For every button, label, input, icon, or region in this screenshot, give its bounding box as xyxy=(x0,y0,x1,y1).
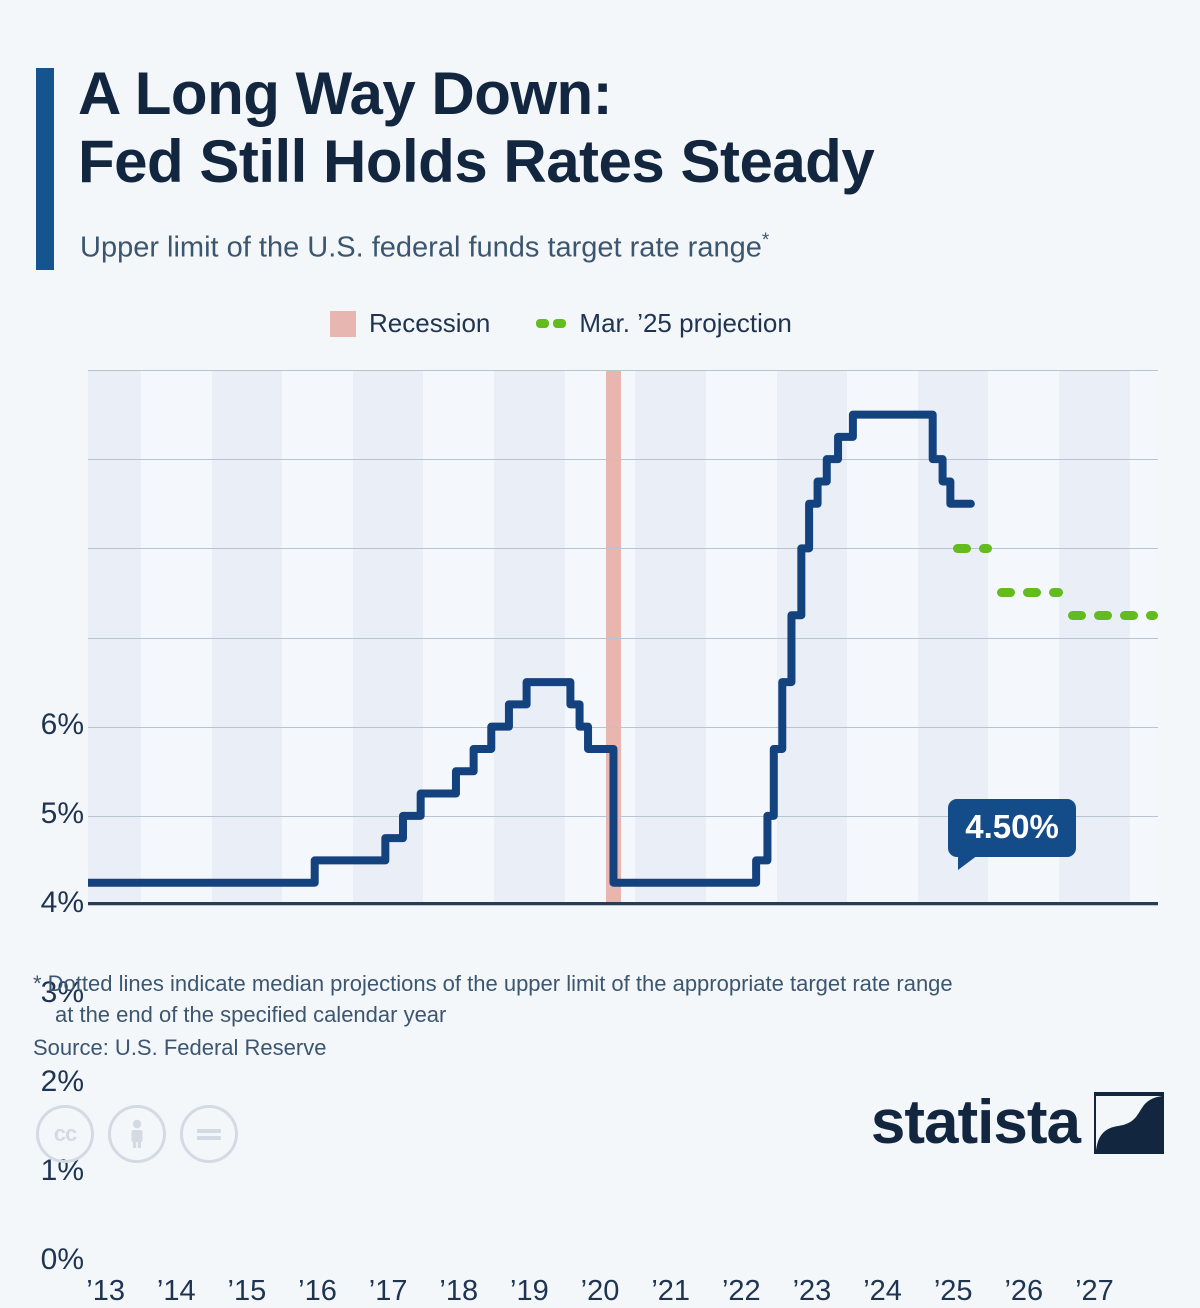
chart-area: 0% 1% 2% 3% 4% 5% 6% ’13’14’15’16’17’18’19’20’… xyxy=(0,355,1200,1307)
statista-mark-icon xyxy=(1094,1092,1164,1154)
projection-dot xyxy=(1093,610,1112,620)
x-axis-tick-label: ’24 xyxy=(863,1275,902,1307)
x-axis-tick-label: ’22 xyxy=(721,1275,761,1307)
projection-dot xyxy=(1067,610,1086,620)
value-callout: 4.50% xyxy=(948,798,1076,870)
x-axis-tick-label: ’25 xyxy=(933,1275,973,1307)
x-axis-tick-label: ’16 xyxy=(298,1275,337,1307)
gridline xyxy=(88,370,1158,371)
projection-dot xyxy=(1145,610,1158,620)
gridline xyxy=(88,726,1158,728)
rate-step-path xyxy=(88,410,975,887)
y-axis-tick-label: 0% xyxy=(40,1243,84,1276)
gridline xyxy=(88,637,1158,639)
y-axis-tick-label: 4% xyxy=(40,886,84,920)
gridline xyxy=(88,459,1158,461)
y-axis-tick-label: 5% xyxy=(40,797,84,831)
cc-icon-label: cc xyxy=(53,1121,78,1146)
subtitle-text: Upper limit of the U.S. federal funds ta… xyxy=(80,231,762,264)
gridline xyxy=(88,815,1158,817)
page-title: A Long Way Down: Fed Still Holds Rates S… xyxy=(78,60,1138,197)
x-axis-tick-label: ’15 xyxy=(227,1275,267,1307)
creative-commons-icons: cc xyxy=(36,1105,238,1163)
projection-dash-icon xyxy=(536,319,567,328)
cc-by-person-icon[interactable] xyxy=(108,1105,166,1163)
cc-nd-equals-icon[interactable] xyxy=(180,1105,238,1163)
gridline xyxy=(88,548,1158,550)
chart-legend: Recession Mar. ’25 projection xyxy=(330,308,792,339)
x-axis-tick-label: ’18 xyxy=(439,1275,479,1307)
projection-dot xyxy=(1048,588,1063,598)
cc-icon[interactable]: cc xyxy=(36,1105,94,1163)
x-axis-tick-label: ’17 xyxy=(368,1275,408,1307)
projection-dot xyxy=(1119,610,1138,620)
gridline xyxy=(88,905,1158,906)
projection-dot xyxy=(979,543,993,553)
y-axis-tick-label: 6% xyxy=(40,708,84,741)
rate-line-series xyxy=(88,410,975,887)
x-axis-tick-label: ’14 xyxy=(156,1275,196,1307)
title-line-2: Fed Still Holds Rates Steady xyxy=(78,128,875,196)
equals-glyph xyxy=(197,1129,221,1140)
source-text: Source: U.S. Federal Reserve xyxy=(33,1035,327,1060)
x-axis-tick-label: ’20 xyxy=(580,1275,620,1307)
projection-dot xyxy=(996,588,1015,598)
subtitle-footnote-marker: * xyxy=(761,230,770,251)
x-axis-tick-label: ’23 xyxy=(792,1275,832,1307)
x-axis-tick-label: ’13 xyxy=(86,1275,126,1307)
page-subtitle: Upper limit of the U.S. federal funds ta… xyxy=(80,230,1160,265)
x-axis-line xyxy=(88,902,1158,905)
title-line-1: A Long Way Down: xyxy=(78,60,613,127)
x-axis-tick-label: ’27 xyxy=(1075,1275,1114,1307)
person-glyph xyxy=(131,1119,143,1148)
title-accent-bar xyxy=(36,68,54,270)
footnote-line-2: at the end of the specified calendar yea… xyxy=(55,1002,447,1028)
footnote-line-1: * Dotted lines indicate median projectio… xyxy=(33,971,953,996)
legend-item-projection[interactable]: Mar. ’25 projection xyxy=(536,308,792,339)
y-axis-tick-label: 2% xyxy=(40,1064,84,1098)
x-axis-tick-label: ’26 xyxy=(1004,1275,1044,1307)
legend-label-recession: Recession xyxy=(369,308,491,338)
statista-logo[interactable]: statista xyxy=(871,1092,1164,1154)
projection-dot xyxy=(953,543,972,553)
y-axis-tick-label: 3% xyxy=(40,975,84,1009)
x-axis-tick-label: ’19 xyxy=(510,1275,549,1307)
statista-wordmark: statista xyxy=(870,1088,1081,1157)
recession-swatch-icon xyxy=(330,310,356,337)
projection-dot xyxy=(1022,588,1041,598)
legend-item-recession[interactable]: Recession xyxy=(330,308,490,339)
x-axis-tick-label: ’21 xyxy=(651,1275,691,1307)
footnote: * Dotted lines indicate median projectio… xyxy=(33,968,1173,1030)
legend-label-projection: Mar. ’25 projection xyxy=(579,308,792,338)
header: A Long Way Down: Fed Still Holds Rates S… xyxy=(0,0,1200,290)
